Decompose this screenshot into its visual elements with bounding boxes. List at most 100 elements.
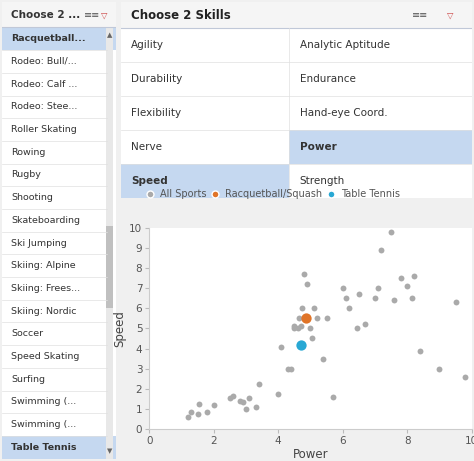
Bar: [2, 73, 116, 95]
Point: [378, 247, 385, 254]
Point: [195, 400, 203, 408]
Point: [408, 295, 416, 302]
Legend: All Sports, Racquetball/Squash, Table Tennis: All Sports, Racquetball/Squash, Table Te…: [148, 189, 400, 199]
Text: Rodeo: Calf ...: Rodeo: Calf ...: [11, 80, 78, 89]
Bar: [2, 300, 116, 323]
Bar: [2, 118, 116, 141]
Point: [246, 394, 253, 402]
Text: Racquetball...: Racquetball...: [11, 34, 86, 43]
Point: [329, 393, 337, 400]
Point: [299, 305, 306, 312]
Point: [342, 295, 350, 302]
Point: [187, 408, 195, 415]
Bar: [2, 50, 116, 73]
Text: ▼: ▼: [107, 448, 112, 454]
Text: ≡≡: ≡≡: [412, 10, 428, 20]
Point: [387, 229, 395, 236]
Text: Nerve: Nerve: [131, 142, 163, 152]
Point: [229, 392, 237, 399]
Point: [291, 325, 298, 332]
Point: [297, 323, 305, 330]
Point: [323, 315, 330, 322]
Bar: [2, 323, 116, 345]
Text: ≡≡: ≡≡: [84, 10, 100, 20]
Bar: [106, 27, 113, 459]
Bar: [121, 96, 289, 130]
Bar: [121, 28, 289, 62]
Bar: [2, 345, 116, 368]
Text: Hand-eye Coord.: Hand-eye Coord.: [300, 108, 387, 118]
Text: Swimming (...: Swimming (...: [11, 420, 77, 429]
Bar: [2, 277, 116, 300]
Bar: [2, 414, 116, 436]
Point: [410, 272, 418, 280]
Text: Strength: Strength: [300, 176, 345, 186]
Bar: [2, 390, 116, 414]
Bar: [121, 2, 472, 28]
Bar: [289, 164, 472, 198]
Bar: [2, 209, 116, 232]
Point: [403, 283, 411, 290]
Point: [184, 413, 192, 420]
Point: [313, 315, 321, 322]
Text: Speed Skating: Speed Skating: [11, 352, 80, 361]
Point: [319, 355, 327, 362]
Text: Analytic Aptitude: Analytic Aptitude: [300, 40, 390, 50]
Text: Table Tennis: Table Tennis: [11, 443, 77, 452]
Bar: [289, 130, 472, 164]
Point: [284, 365, 292, 372]
Text: Power: Power: [300, 142, 337, 152]
Text: Surfing: Surfing: [11, 375, 46, 384]
Point: [302, 315, 310, 322]
Bar: [2, 141, 116, 164]
Bar: [289, 96, 472, 130]
Text: Skiing: Nordic: Skiing: Nordic: [11, 307, 77, 316]
Bar: [2, 232, 116, 254]
Text: Roller Skating: Roller Skating: [11, 125, 77, 134]
Text: Skateboarding: Skateboarding: [11, 216, 81, 225]
Bar: [2, 164, 116, 186]
Text: Speed: Speed: [131, 176, 168, 186]
Point: [436, 365, 443, 372]
Point: [297, 341, 305, 348]
Point: [300, 271, 308, 278]
Text: Flexibility: Flexibility: [131, 108, 182, 118]
Point: [242, 405, 250, 412]
Bar: [121, 130, 289, 164]
Point: [310, 305, 318, 312]
FancyBboxPatch shape: [2, 2, 116, 27]
Point: [239, 398, 246, 405]
Text: Swimming (...: Swimming (...: [11, 397, 77, 407]
Point: [226, 394, 234, 402]
Point: [461, 373, 469, 380]
Y-axis label: Speed: Speed: [113, 310, 127, 347]
Point: [255, 380, 263, 387]
Point: [391, 297, 398, 304]
Point: [397, 275, 404, 282]
Text: ▽: ▽: [447, 11, 454, 19]
Text: Skiing: Alpine: Skiing: Alpine: [11, 261, 76, 270]
Text: Skiing: Frees...: Skiing: Frees...: [11, 284, 81, 293]
Text: ▽: ▽: [101, 10, 108, 19]
X-axis label: Power: Power: [292, 449, 328, 461]
Point: [252, 403, 259, 410]
Point: [194, 410, 201, 417]
Bar: [2, 95, 116, 118]
Point: [374, 284, 382, 292]
Point: [294, 325, 301, 332]
Text: Choose 2 Skills: Choose 2 Skills: [131, 9, 231, 22]
Text: Shooting: Shooting: [11, 193, 54, 202]
Point: [295, 315, 303, 322]
Bar: [2, 254, 116, 277]
Text: Durability: Durability: [131, 74, 182, 84]
Point: [287, 365, 295, 372]
Point: [346, 305, 353, 312]
Point: [203, 408, 211, 415]
Point: [354, 325, 361, 332]
Text: Rodeo: Bull/...: Rodeo: Bull/...: [11, 57, 77, 66]
Bar: [106, 225, 113, 308]
Text: Rodeo: Stee...: Rodeo: Stee...: [11, 102, 78, 112]
Point: [339, 284, 346, 292]
Bar: [2, 186, 116, 209]
Bar: [289, 28, 472, 62]
